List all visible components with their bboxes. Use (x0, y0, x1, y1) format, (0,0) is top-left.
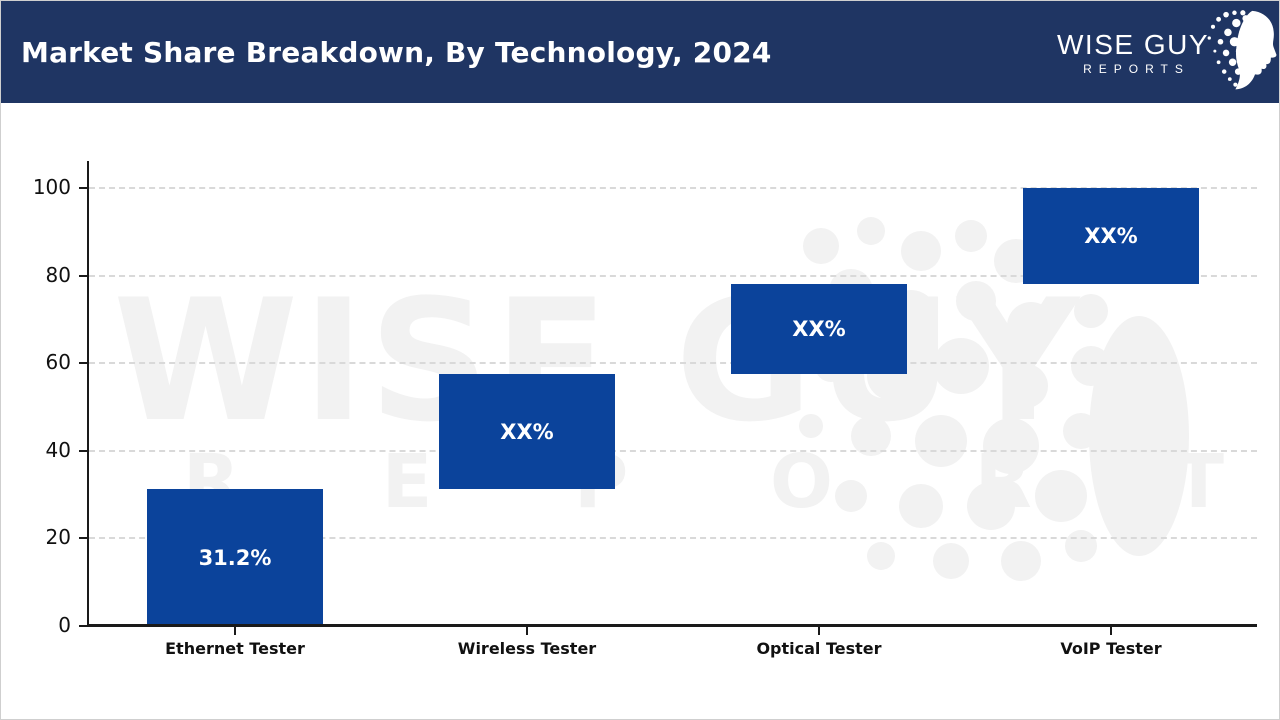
bar-value-label-ethernet-tester: 31.2% (198, 545, 272, 570)
x-axis-line (87, 624, 1257, 627)
bar-value-label-wireless-tester: XX% (500, 419, 554, 444)
logo-subtitle: REPORTS (1083, 61, 1190, 76)
y-tick-mark-40 (79, 449, 87, 452)
y-tick-label-20: 20 (45, 525, 71, 550)
gridline-80 (89, 274, 1257, 277)
gridline-100 (89, 187, 1257, 189)
x-tick-mark-voip-tester (1110, 627, 1112, 635)
y-tick-mark-20 (79, 537, 87, 540)
gridline-60 (89, 362, 1257, 365)
bar-value-label-optical-tester: XX% (792, 317, 846, 342)
logo-wordmark: WISE GUY (1056, 28, 1209, 60)
header-band: Market Share Breakdown, By Technology, 2… (1, 1, 1279, 103)
y-tick-label-40: 40 (45, 437, 71, 462)
x-category-label-optical-tester: Optical Tester (756, 639, 882, 658)
plot-area: 0 20 40 60 80 100 31.2% XX% XX% XX% Ethernet Tes… (1, 103, 1279, 719)
y-tick-label-60: 60 (45, 350, 71, 375)
y-tick-mark-0 (79, 625, 87, 627)
bar-optical-tester: XX% (731, 284, 907, 375)
wise-guy-reports-logo: WISE GUY REPORTS (1057, 5, 1277, 99)
bar-ethernet-tester: 31.2% (147, 489, 323, 626)
dotted-face-icon (1207, 10, 1277, 90)
bar-voip-tester: XX% (1023, 188, 1199, 285)
watermark-head-dots-icon (789, 217, 1189, 581)
gridline-20 (89, 537, 1257, 540)
bar-value-label-voip-tester: XX% (1084, 224, 1138, 249)
x-tick-mark-wireless-tester (526, 627, 528, 635)
y-tick-label-0: 0 (58, 613, 71, 637)
y-tick-label-100: 100 (32, 175, 71, 199)
y-tick-mark-60 (79, 362, 87, 365)
y-axis-line (87, 161, 89, 627)
bar-wireless-tester: XX% (439, 374, 615, 490)
x-tick-mark-optical-tester (818, 627, 820, 635)
x-category-label-voip-tester: VoIP Tester (1060, 639, 1162, 658)
logo-text: WISE GUY REPORTS (1057, 29, 1209, 76)
gridline-40 (89, 449, 1257, 452)
y-tick-mark-80 (79, 274, 87, 277)
x-tick-mark-ethernet-tester (234, 627, 236, 635)
y-tick-label-80: 80 (45, 262, 71, 287)
y-tick-mark-100 (79, 187, 87, 189)
x-category-label-ethernet-tester: Ethernet Tester (165, 639, 305, 658)
page-title: Market Share Breakdown, By Technology, 2… (21, 35, 772, 69)
x-category-label-wireless-tester: Wireless Tester (457, 639, 597, 658)
